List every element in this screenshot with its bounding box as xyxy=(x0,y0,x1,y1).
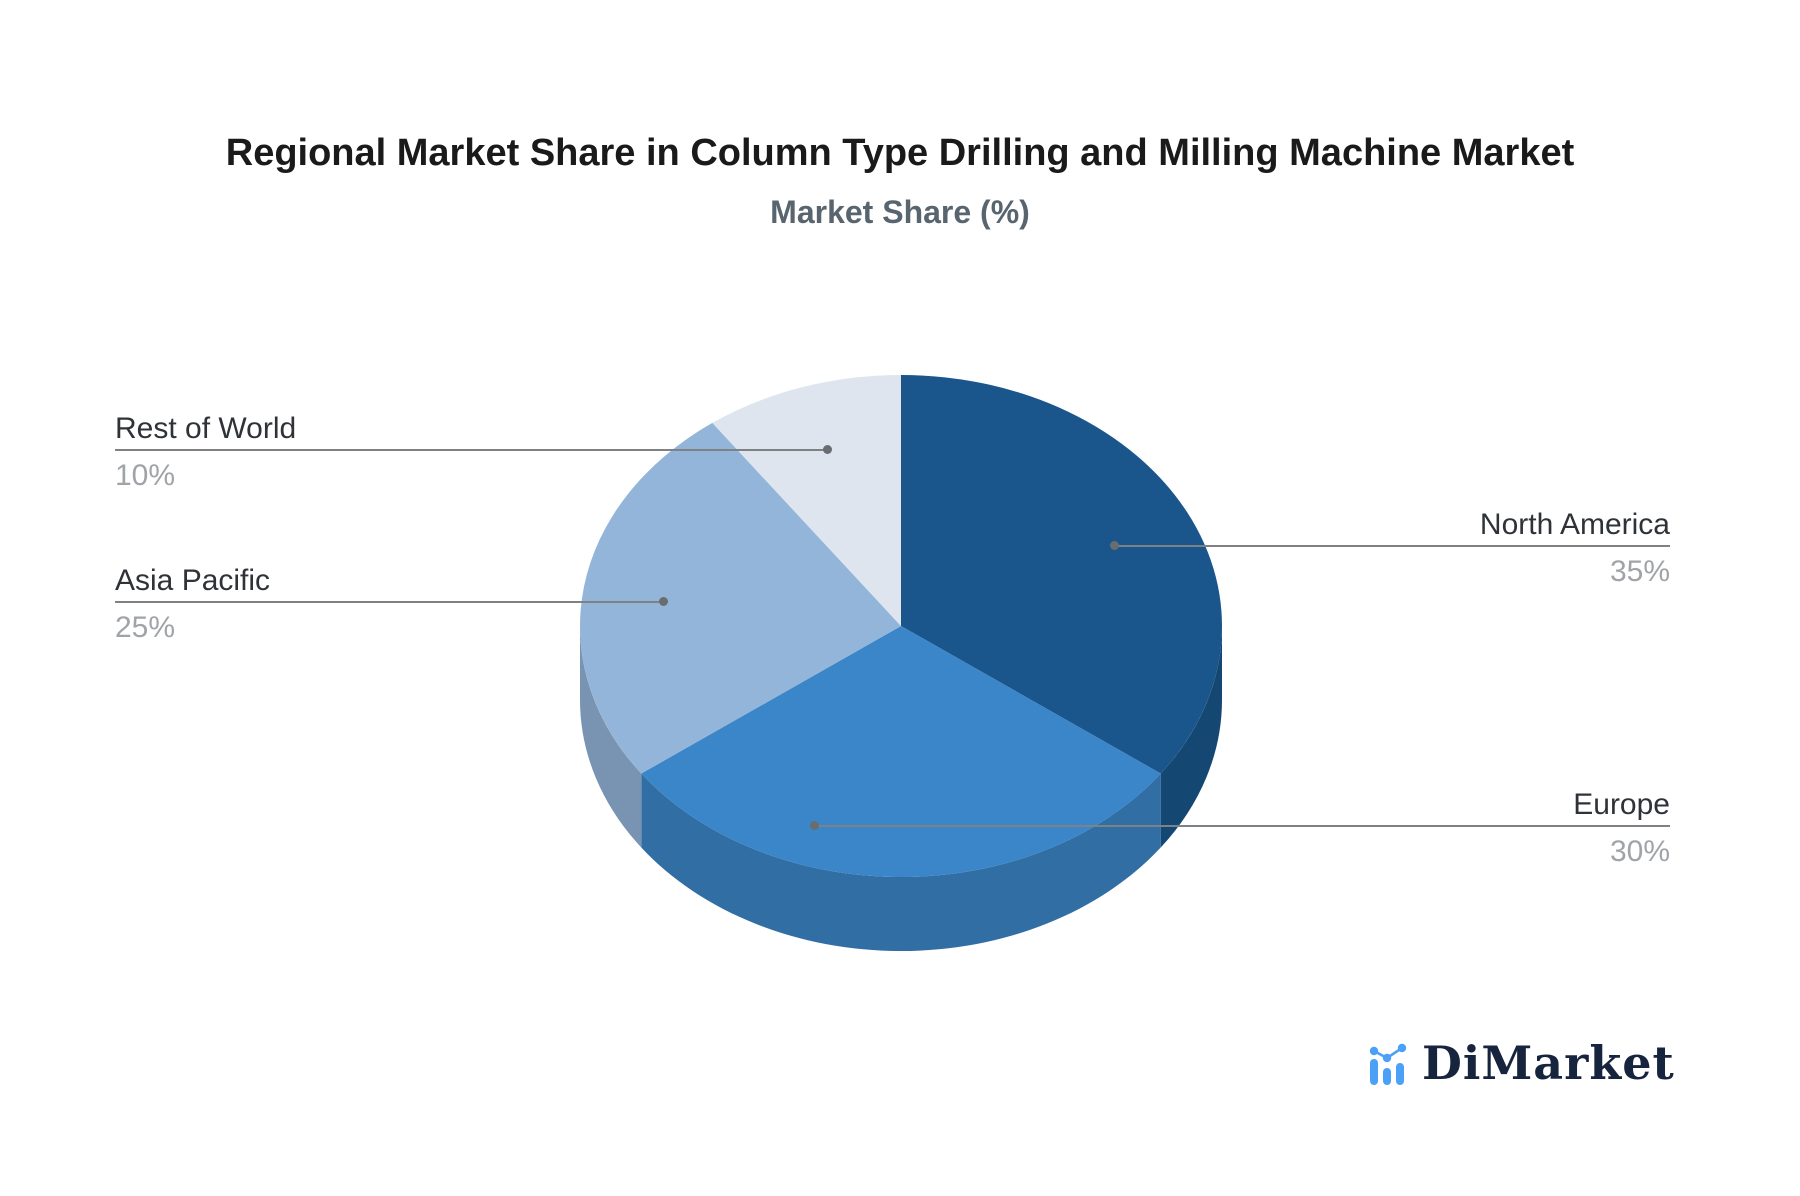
pie-slice-asia-pacific[interactable] xyxy=(580,422,901,774)
callout-value-asia-pacific: 25% xyxy=(115,611,176,644)
pie-slice-europe[interactable] xyxy=(641,626,1161,877)
pie-slice-side-asia-pacific[interactable] xyxy=(580,626,642,848)
chart-subtitle: Market Share (%) xyxy=(770,194,1030,230)
chart-title: Regional Market Share in Column Type Dri… xyxy=(225,132,1575,174)
leader-line-rest-of-world xyxy=(115,449,827,451)
callout-value-rest-of-world: 10% xyxy=(115,459,176,492)
callout-label-asia-pacific: Asia Pacific xyxy=(115,564,271,597)
callout-label-europe: Europe xyxy=(1573,788,1670,821)
pie-slice-side-north-america[interactable] xyxy=(1160,626,1222,848)
callout-value-north-america: 35% xyxy=(1609,555,1670,588)
leader-line-asia-pacific xyxy=(115,601,663,603)
dimarket-logo: DiMarket xyxy=(1367,1038,1675,1088)
callout-label-rest-of-world: Rest of World xyxy=(115,412,297,445)
leader-dot-europe xyxy=(810,821,819,830)
dimarket-logo-icon xyxy=(1369,1043,1407,1085)
callout-label-north-america: North America xyxy=(1479,508,1670,541)
leader-line-north-america xyxy=(1115,545,1670,547)
leader-dot-asia-pacific xyxy=(659,597,668,606)
leader-dot-rest-of-world xyxy=(823,445,832,454)
callout-value-europe: 30% xyxy=(1609,835,1670,868)
pie-slice-north-america[interactable] xyxy=(901,375,1222,774)
dimarket-logo-text: DiMarket xyxy=(1422,1036,1675,1090)
pie-slice-rest-of-world[interactable] xyxy=(712,375,901,626)
leader-dot-north-america xyxy=(1110,541,1119,550)
pie-slice-side-europe[interactable] xyxy=(641,773,1161,952)
leader-line-europe xyxy=(815,825,1670,827)
